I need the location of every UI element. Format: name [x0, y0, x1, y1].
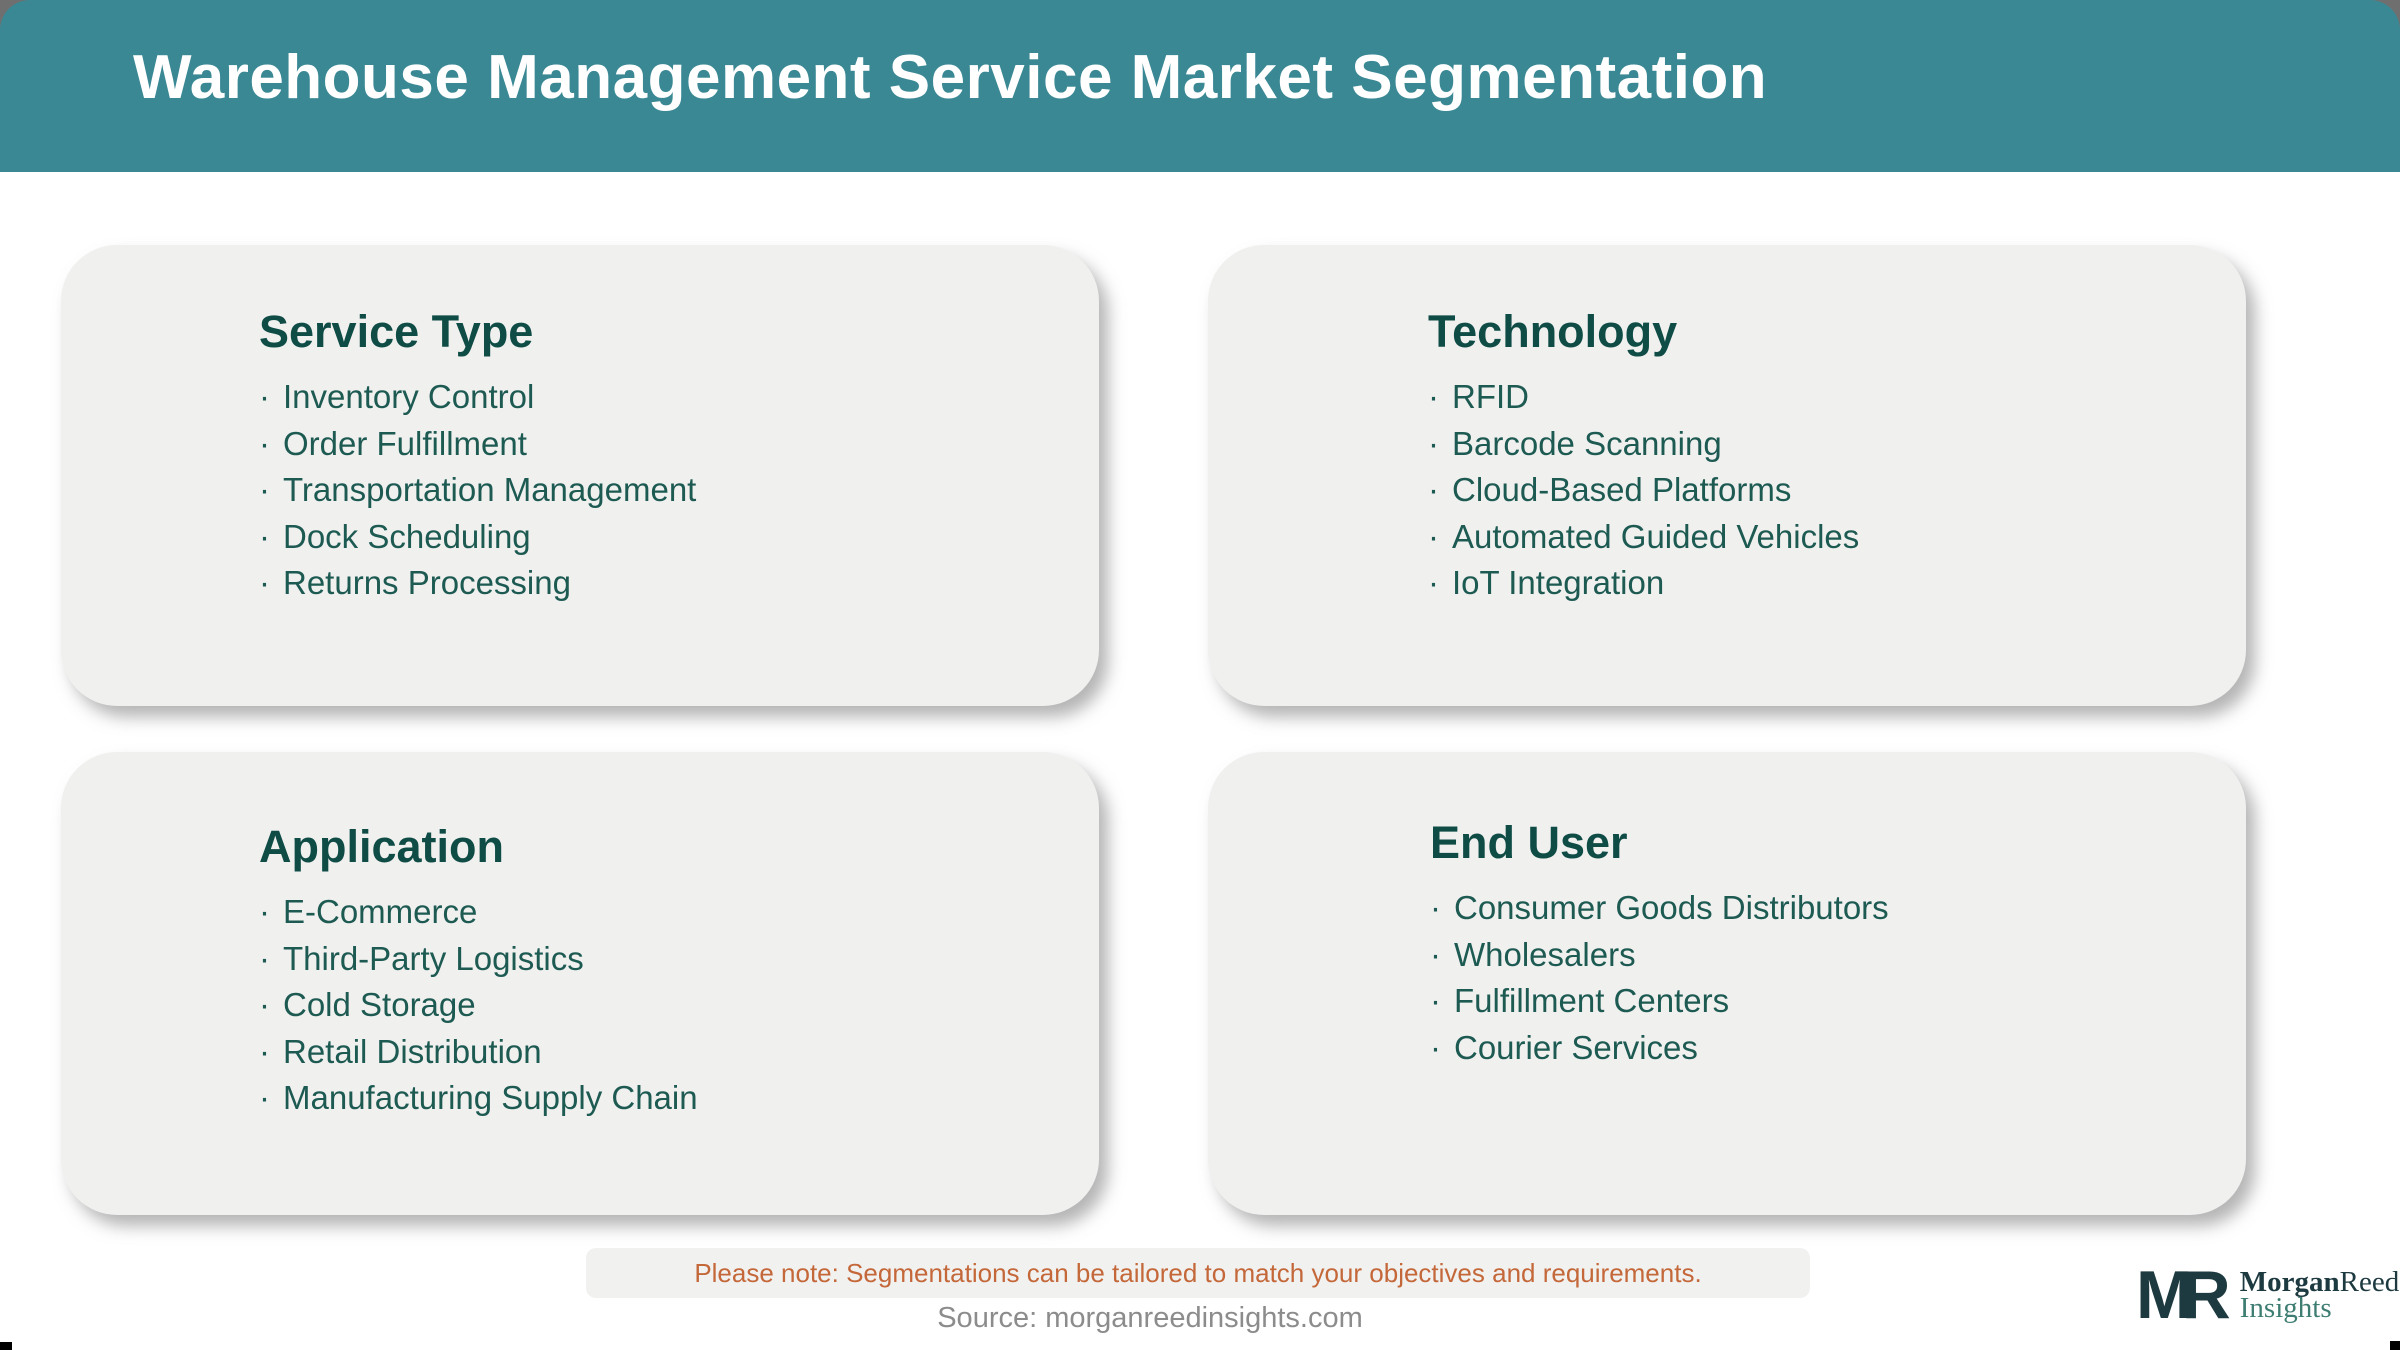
morganreed-monogram-icon: MR: [2136, 1257, 2231, 1333]
list-item: Third-Party Logistics: [259, 936, 1059, 983]
list-item: Fulfillment Centers: [1430, 978, 2206, 1025]
list-item: Courier Services: [1430, 1025, 2206, 1072]
list-item: Returns Processing: [259, 560, 1059, 607]
logo-name-reed: Reed: [2339, 1266, 2400, 1298]
crop-mark-bottom-right: [2390, 1341, 2400, 1350]
morganreed-logo: MR MorganReed Insights: [2136, 1257, 2400, 1333]
list-item: RFID: [1428, 374, 2206, 421]
card-item-list: Inventory Control Order Fulfillment Tran…: [259, 374, 1059, 607]
list-item: Wholesalers: [1430, 932, 2206, 979]
list-item: Transportation Management: [259, 467, 1059, 514]
list-item: Cold Storage: [259, 982, 1059, 1029]
list-item: Inventory Control: [259, 374, 1059, 421]
list-item: Order Fulfillment: [259, 421, 1059, 468]
page-title: Warehouse Management Service Market Segm…: [133, 43, 1768, 112]
list-item: Consumer Goods Distributors: [1430, 885, 2206, 932]
logo-name-morgan: Morgan: [2239, 1266, 2340, 1298]
tailoring-note: Please note: Segmentations can be tailor…: [586, 1248, 1810, 1298]
logo-brand-name: MorganReed: [2239, 1266, 2400, 1298]
card-title: Application: [259, 821, 504, 872]
list-item: Manufacturing Supply Chain: [259, 1075, 1059, 1122]
card-title: End User: [1430, 817, 1628, 868]
card-title: Technology: [1428, 306, 1678, 357]
crop-mark-bottom-left: [0, 1342, 12, 1350]
list-item: Barcode Scanning: [1428, 421, 2206, 468]
source-line: Source: morganreedinsights.com: [937, 1302, 1363, 1334]
card-title: Service Type: [259, 306, 534, 357]
list-item: Retail Distribution: [259, 1029, 1059, 1076]
card-item-list: RFID Barcode Scanning Cloud-Based Platfo…: [1428, 374, 2206, 607]
card-end-user: End User Consumer Goods Distributors Who…: [1208, 752, 2246, 1215]
list-item: IoT Integration: [1428, 560, 2206, 607]
logo-subtitle: Insights: [2239, 1292, 2332, 1324]
list-item: E-Commerce: [259, 889, 1059, 936]
list-item: Dock Scheduling: [259, 514, 1059, 561]
card-service-type: Service Type Inventory Control Order Ful…: [61, 245, 1099, 706]
card-item-list: E-Commerce Third-Party Logistics Cold St…: [259, 889, 1059, 1122]
card-technology: Technology RFID Barcode Scanning Cloud-B…: [1208, 245, 2246, 706]
card-application: Application E-Commerce Third-Party Logis…: [61, 752, 1099, 1215]
title-banner: Warehouse Management Service Market Segm…: [0, 0, 2400, 172]
card-item-list: Consumer Goods Distributors Wholesalers …: [1430, 885, 2206, 1071]
logo-text: MorganReed Insights: [2239, 1266, 2400, 1324]
list-item: Cloud-Based Platforms: [1428, 467, 2206, 514]
list-item: Automated Guided Vehicles: [1428, 514, 2206, 561]
